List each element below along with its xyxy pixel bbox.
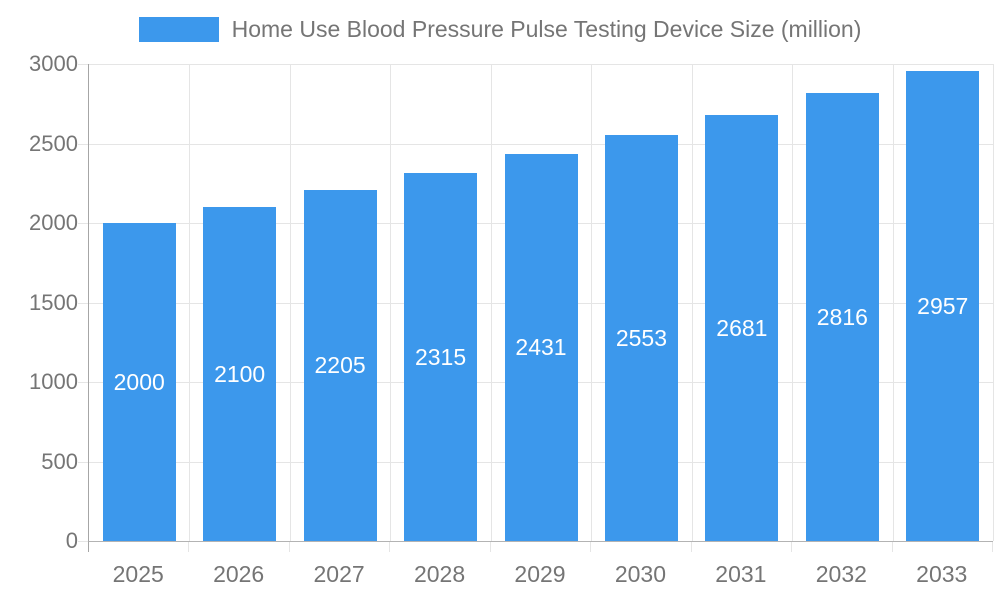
x-axis-label: 2029 [514, 561, 566, 587]
bar: 2431 [504, 154, 578, 541]
y-axis-label: 1000 [29, 369, 78, 394]
x-axis-tick [389, 542, 390, 552]
bar-value-label: 2431 [515, 334, 567, 360]
bar: 2816 [805, 93, 879, 541]
bar-value-label: 2315 [414, 343, 467, 370]
vertical-gridline [189, 64, 190, 541]
x-axis-label: 2031 [715, 561, 767, 587]
vertical-gridline [792, 64, 793, 541]
y-axis-label: 0 [65, 528, 78, 553]
bar: 2000 [102, 223, 176, 541]
legend-label: Home Use Blood Pressure Pulse Testing De… [231, 16, 862, 42]
x-axis-tick [88, 542, 89, 552]
y-axis-tick [78, 461, 88, 463]
x-axis-tick [289, 542, 290, 552]
vertical-gridline [491, 64, 492, 541]
y-axis-tick [78, 541, 88, 542]
y-axis-label: 1500 [29, 289, 78, 315]
x-axis-tick [691, 542, 692, 552]
bar: 2100 [203, 207, 277, 541]
bar-value-label: 2000 [113, 368, 165, 395]
vertical-gridline [290, 64, 291, 541]
x-axis-label: 2030 [614, 561, 667, 587]
y-axis-tick [78, 223, 88, 224]
x-axis-label: 2026 [213, 561, 265, 587]
bar-value-label: 2205 [314, 352, 366, 378]
vertical-gridline [893, 64, 894, 541]
horizontal-gridline [89, 143, 993, 145]
y-axis-tick [78, 64, 88, 65]
vertical-gridline [390, 64, 391, 541]
x-axis-tick [188, 542, 189, 552]
bar-value-label: 2100 [214, 360, 266, 387]
bar: 2315 [404, 173, 478, 541]
legend[interactable]: Home Use Blood Pressure Pulse Testing De… [0, 16, 1000, 43]
x-axis-label: 2028 [413, 561, 466, 587]
x-axis-tick [590, 542, 591, 552]
bar: 2957 [906, 71, 980, 541]
x-axis-tick [490, 542, 491, 552]
bar: 2553 [604, 135, 678, 541]
y-axis-label: 2500 [29, 130, 78, 156]
y-axis-tick [78, 302, 88, 304]
y-axis-tick [78, 382, 88, 383]
x-axis-label: 2027 [313, 561, 365, 587]
plot-area: 2000 2100 2205 2315 2431 2553 2681 2816 2957 [88, 64, 994, 542]
legend-swatch [138, 17, 219, 42]
y-axis-label: 2000 [29, 210, 78, 235]
y-axis-label: 500 [41, 448, 78, 474]
x-axis-label: 2025 [112, 561, 164, 587]
horizontal-gridline [89, 64, 993, 65]
vertical-gridline [692, 64, 693, 541]
bar-value-label: 2957 [917, 292, 969, 319]
vertical-gridline [591, 64, 592, 541]
bar: 2205 [303, 190, 377, 541]
x-axis-tick [992, 542, 993, 552]
vertical-gridline [993, 64, 994, 541]
x-axis-label: 2032 [815, 561, 867, 587]
x-axis-tick [791, 542, 792, 552]
bar-value-label: 2681 [716, 314, 768, 341]
bar-value-label: 2553 [615, 324, 668, 351]
bar-value-label: 2816 [816, 303, 868, 330]
bar: 2681 [705, 115, 779, 541]
y-axis-tick [78, 143, 88, 145]
x-axis-label: 2033 [916, 561, 968, 587]
y-axis-label: 3000 [29, 51, 78, 76]
x-axis-tick [892, 542, 893, 552]
